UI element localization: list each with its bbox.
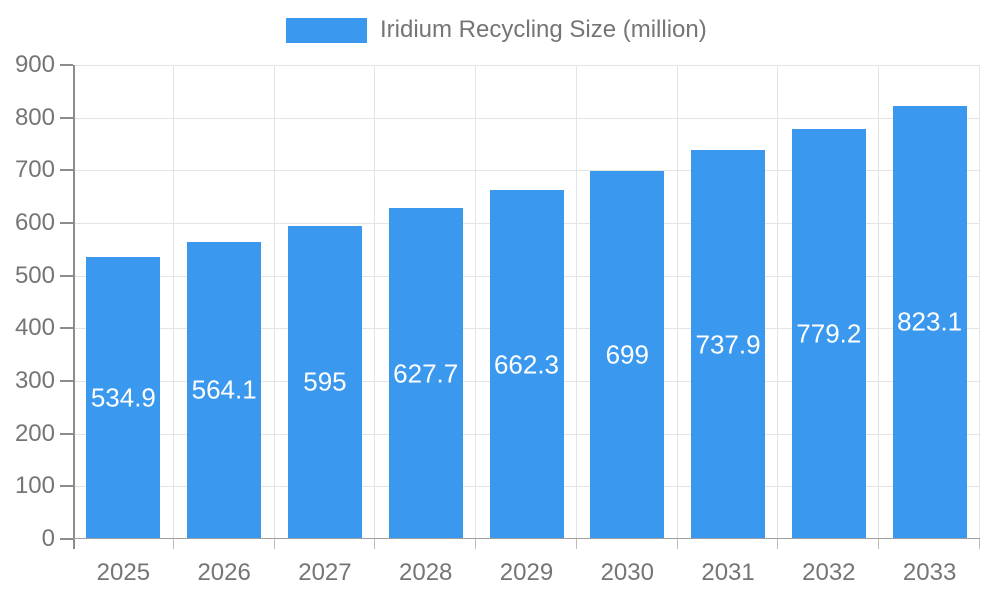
x-axis-tick-label: 2025 (96, 559, 151, 586)
v-gridline (374, 65, 376, 539)
v-gridline (979, 65, 980, 539)
y-axis-tick-label: 700 (14, 156, 55, 184)
bar-value-label: 662.3 (493, 349, 560, 380)
v-gridline (878, 65, 880, 539)
legend-item[interactable]: Iridium Recycling Size (million) (286, 16, 707, 44)
bar-2033[interactable]: 823.1 (892, 105, 967, 539)
y-axis-tick-label: 600 (14, 209, 55, 236)
y-axis-tick (60, 538, 73, 540)
x-axis-tick (273, 539, 275, 549)
y-axis-line (73, 65, 75, 549)
x-axis-tick (172, 539, 174, 549)
y-axis-tick-label: 500 (14, 261, 55, 289)
bar-2027[interactable]: 595 (287, 225, 362, 539)
bar-value-label: 779.2 (796, 318, 862, 349)
x-axis-line (73, 538, 980, 539)
legend-swatch (286, 17, 367, 43)
y-axis-tick-label: 300 (14, 367, 55, 394)
bar-value-label: 823.1 (897, 306, 963, 337)
v-gridline (575, 65, 577, 539)
v-gridline (777, 65, 779, 539)
x-axis-tick-label: 2028 (399, 559, 453, 586)
y-axis-tick (60, 116, 73, 119)
y-axis-tick (60, 380, 73, 382)
chart-plot-area: 534.9 564.1 595 627.7 662.3 699 737.9 779.2 823.… (60, 64, 980, 549)
y-axis-tick (60, 222, 73, 224)
bar-2025[interactable]: 534.9 (86, 257, 161, 539)
h-gridline (73, 170, 980, 172)
bar-value-label: 595 (303, 366, 347, 397)
y-axis-tick (60, 64, 73, 66)
x-axis-tick-label: 2031 (701, 559, 755, 586)
y-axis-tick (60, 169, 73, 172)
bar-value-label: 627.7 (393, 358, 459, 389)
x-axis-tick (475, 539, 477, 549)
bar-2031[interactable]: 737.9 (691, 150, 766, 539)
v-gridline (172, 65, 174, 539)
x-axis-tick-label: 2033 (902, 559, 957, 586)
x-axis-tick (374, 539, 376, 549)
bar-2032[interactable]: 779.2 (791, 128, 866, 539)
y-axis-tick-label: 0 (41, 525, 55, 552)
v-gridline (475, 65, 477, 539)
y-axis-tick-label: 900 (14, 51, 55, 78)
h-gridline (73, 117, 980, 119)
bar-value-label: 699 (605, 339, 649, 370)
y-axis-tick (60, 274, 73, 277)
bar-2029[interactable]: 662.3 (489, 190, 564, 539)
x-axis-tick-label: 2032 (802, 559, 856, 586)
bar-value-label: 737.9 (695, 329, 761, 360)
y-axis-tick (60, 485, 73, 488)
y-axis-tick (60, 327, 73, 330)
y-axis-tick-label: 200 (14, 419, 55, 447)
x-axis-tick-label: 2029 (499, 559, 554, 586)
x-axis-tick (777, 539, 779, 549)
x-axis-tick-label: 2026 (197, 559, 251, 586)
x-axis-tick (676, 539, 678, 549)
legend-label: Iridium Recycling Size (million) (380, 16, 707, 43)
h-gridline (73, 65, 980, 66)
bar-2026[interactable]: 564.1 (187, 241, 262, 539)
bar-value-label: 534.9 (90, 382, 156, 413)
y-axis-tick-label: 400 (14, 314, 55, 342)
bar-value-label: 564.1 (191, 374, 257, 405)
bar-2028[interactable]: 627.7 (388, 208, 463, 539)
v-gridline (273, 65, 275, 539)
x-axis-tick (878, 539, 880, 549)
x-axis-tick-label: 2030 (600, 559, 654, 586)
x-axis-tick (575, 539, 577, 549)
x-axis-tick-label: 2027 (298, 559, 352, 586)
x-axis-tick (979, 539, 980, 549)
bar-2030[interactable]: 699 (590, 170, 665, 539)
y-axis-tick-label: 100 (14, 472, 55, 500)
v-gridline (676, 65, 678, 539)
y-axis-tick (60, 432, 73, 435)
y-axis-tick-label: 800 (14, 103, 55, 131)
